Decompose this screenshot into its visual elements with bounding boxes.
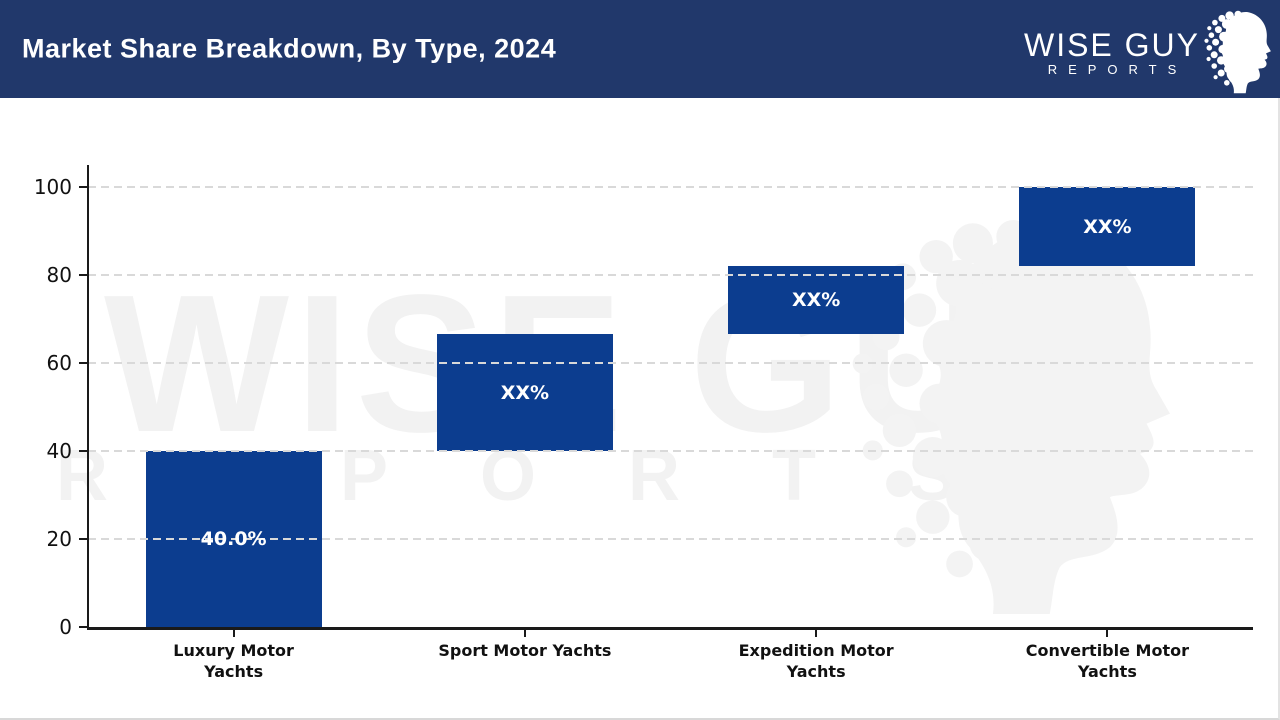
x-axis-spine (86, 627, 1253, 630)
y-tick-label-60: 60 (46, 351, 72, 375)
y-tick-label-0: 0 (59, 615, 72, 639)
y-tick-0 (79, 626, 88, 628)
x-tick-3 (1106, 629, 1109, 637)
y-tick-label-40: 40 (46, 439, 72, 463)
x-tick-2 (815, 629, 818, 637)
bar-value-label-3: XX% (1083, 215, 1132, 238)
bar-value-label-0: 40.0% (200, 528, 267, 550)
x-tick-1 (523, 629, 526, 637)
y-tick-80 (79, 274, 88, 276)
bar-1 (436, 334, 613, 451)
gridline-20 (88, 538, 1253, 540)
gridline-40 (88, 450, 1253, 452)
y-tick-100 (79, 186, 88, 188)
y-tick-60 (79, 362, 88, 364)
y-tick-label-20: 20 (46, 527, 72, 551)
wiseguy-logo: WISE GUY REPORTS (1024, 10, 1274, 94)
header-band: Market Share Breakdown, By Type, 2024 WI… (0, 0, 1280, 98)
wiseguy-logo-wordmark: WISE GUY (1023, 26, 1200, 63)
y-tick-20 (79, 538, 88, 540)
y-axis-spine (86, 165, 89, 630)
page-title: Market Share Breakdown, By Type, 2024 (22, 33, 557, 64)
y-tick-label-100: 100 (33, 175, 72, 199)
bar-2 (728, 266, 905, 335)
gridline-60 (88, 362, 1253, 364)
wiseguy-logo-subtitle: REPORTS (1047, 62, 1188, 78)
bar-value-label-2: XX% (791, 289, 841, 312)
gridline-100 (88, 186, 1253, 188)
y-tick-label-80: 80 (46, 263, 72, 287)
gridline-80 (88, 274, 1253, 276)
x-category-label-3: Convertible Motor Yachts (1025, 641, 1189, 681)
y-tick-40 (79, 450, 88, 452)
x-category-label-1: Sport Motor Yachts (438, 641, 612, 660)
x-category-label-0: Luxury Motor Yachts (173, 641, 294, 681)
chart-area: WISE GUY REPORTS 0 20 40 60 80 100 40.0% Luxury… (0, 98, 1280, 720)
bar-value-label-1: XX% (500, 381, 550, 404)
bar-3 (1019, 187, 1196, 267)
wiseguy-head-icon (1204, 10, 1271, 94)
wiseguy-logo-text: WISE GUY REPORTS (1023, 26, 1200, 78)
x-category-label-2: Expedition Motor Yachts (738, 641, 894, 681)
x-tick-0 (232, 629, 235, 637)
